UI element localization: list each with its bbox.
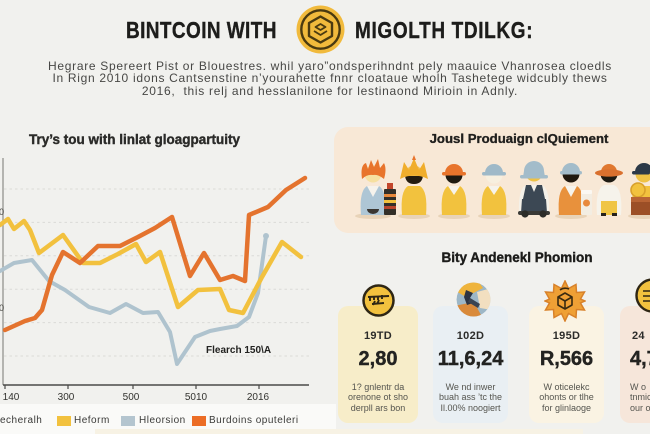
svg-text:40: 40	[0, 207, 4, 217]
svg-text:140: 140	[3, 392, 20, 403]
svg-text:500: 500	[123, 392, 140, 403]
svg-text:Flearch 150\A: Flearch 150\A	[206, 345, 271, 356]
svg-text:5010: 5010	[185, 392, 208, 403]
svg-text:2016: 2016	[247, 392, 270, 403]
svg-text:300: 300	[58, 392, 75, 403]
svg-text:20: 20	[0, 303, 4, 313]
